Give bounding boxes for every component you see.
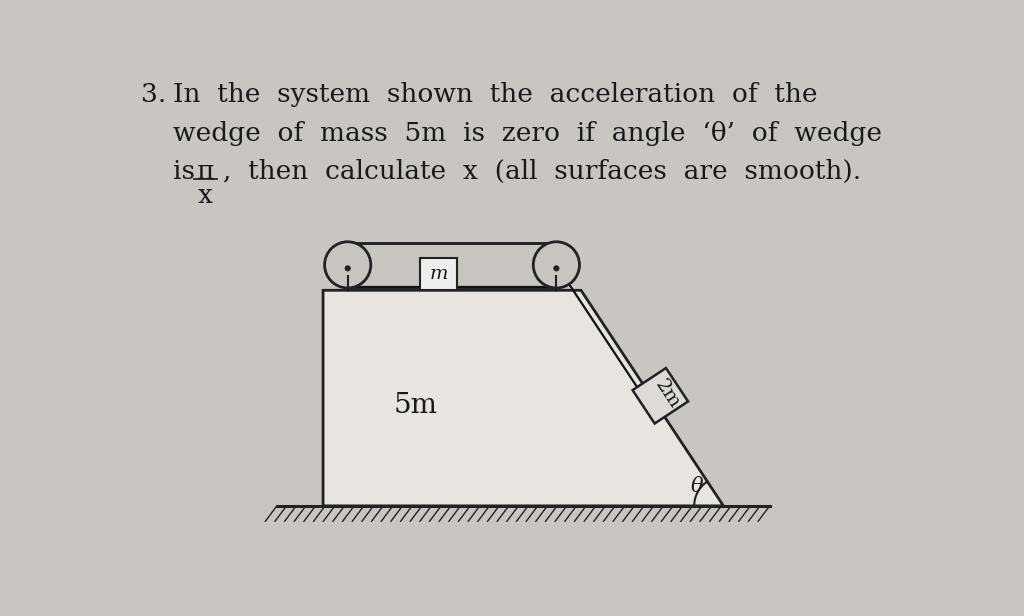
Text: ,  then  calculate  x  (all  surfaces  are  smooth).: , then calculate x (all surfaces are smo… [223,160,861,184]
Polygon shape [323,290,724,506]
Text: θ: θ [690,477,702,496]
Circle shape [553,265,559,272]
Text: 3.: 3. [140,83,166,107]
Text: 5m: 5m [393,392,437,419]
Circle shape [534,241,580,288]
Text: m: m [429,265,447,283]
Text: 2m: 2m [651,376,683,411]
Text: wedge  of  mass  5m  is  zero  if  angle  ‘θ’  of  wedge: wedge of mass 5m is zero if angle ‘θ’ of… [173,121,882,146]
Text: In  the  system  shown  the  acceleration  of  the: In the system shown the acceleration of … [173,83,817,107]
Circle shape [345,265,351,272]
Bar [348,243,556,287]
Circle shape [325,241,371,288]
Text: π: π [197,158,214,184]
Polygon shape [633,368,688,424]
Bar [420,258,457,290]
Text: is: is [173,160,204,184]
Text: x: x [198,183,213,208]
